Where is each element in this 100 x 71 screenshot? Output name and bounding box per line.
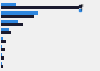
Bar [1, 45, 2, 48]
Bar [1, 56, 4, 59]
Bar [1, 23, 23, 26]
Bar [1, 36, 3, 40]
Bar [1, 6, 79, 9]
Bar [1, 12, 38, 15]
Bar [1, 65, 3, 68]
Bar [1, 31, 11, 35]
Bar [1, 28, 9, 31]
Bar [1, 48, 5, 51]
Bar [1, 3, 16, 6]
Legend: M, F: M, F [79, 4, 84, 12]
Bar [1, 15, 34, 18]
Bar [1, 53, 2, 56]
Bar [1, 20, 18, 23]
Bar [1, 62, 2, 65]
Bar [1, 40, 6, 43]
